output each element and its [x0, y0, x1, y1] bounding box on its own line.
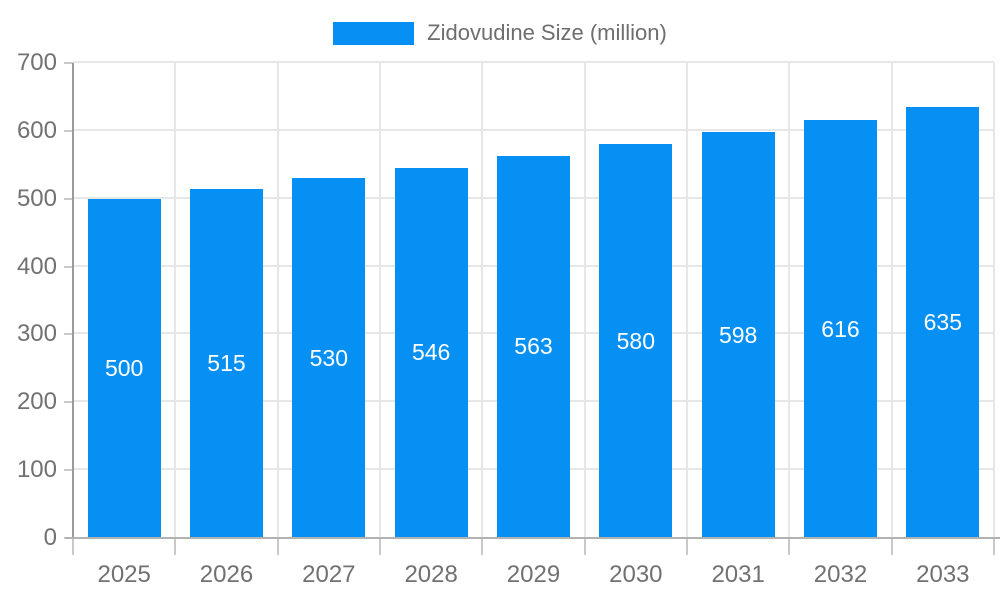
bar-value-label: 530 [309, 344, 348, 371]
legend-swatch-icon [333, 21, 415, 45]
bar-slot-2029: 563 [482, 63, 584, 538]
y-axis-tick-label: 100 [16, 456, 57, 484]
y-axis-tick [64, 333, 73, 336]
horizontal-gridline [73, 61, 994, 63]
bar-2026[interactable]: 515 [189, 188, 263, 538]
bar-2033[interactable]: 635 [906, 107, 980, 538]
x-axis-tick-label: 2031 [711, 561, 765, 588]
vertical-gridline [276, 63, 279, 538]
y-axis-tick [64, 401, 73, 404]
bar-value-label: 598 [718, 321, 758, 348]
x-axis-tick-label: 2032 [813, 561, 868, 588]
legend-item[interactable]: Zidovudine Size (million) [0, 20, 1000, 46]
y-axis-tick [64, 469, 73, 472]
bar-2030[interactable]: 580 [599, 144, 673, 538]
x-axis-tick [378, 539, 381, 555]
y-axis-line [72, 63, 74, 540]
x-axis-labels: 2025 2026 2027 2028 2029 2030 2031 2032 2033 [73, 561, 994, 591]
bar-slot-2026: 515 [175, 63, 277, 538]
y-axis-tick [64, 197, 73, 200]
bar-value-label: 563 [514, 333, 553, 360]
bar-2029[interactable]: 563 [496, 155, 570, 538]
plot-area: 500 515 530 546 563 580 598 616 635 [65, 61, 1000, 540]
bar-slot-2033: 635 [892, 63, 994, 538]
vertical-gridline [685, 63, 688, 538]
x-axis-tick-label: 2026 [199, 561, 254, 588]
y-axis-tick-label: 600 [16, 116, 57, 144]
y-axis-tick-label: 300 [16, 320, 57, 348]
x-axis-tick-label: 2028 [404, 561, 458, 588]
y-axis-tick-label: 200 [16, 388, 57, 416]
x-axis-tick-label: 2030 [609, 561, 663, 588]
bar-slot-2028: 546 [380, 63, 482, 538]
horizontal-gridline [73, 128, 994, 131]
x-axis-tick-label: 2027 [302, 561, 356, 588]
bar-slot-2032: 616 [789, 63, 891, 538]
legend-label: Zidovudine Size (million) [427, 20, 667, 45]
bar-value-label: 515 [207, 349, 246, 376]
x-axis-tick [72, 539, 74, 555]
bar-2032[interactable]: 616 [803, 120, 877, 538]
y-axis-tick-label: 0 [43, 524, 57, 551]
x-axis-tick-label: 2029 [506, 561, 561, 588]
y-axis-tick-label: 700 [16, 49, 57, 76]
bar-slot-2025: 500 [73, 63, 175, 538]
y-axis-tick [64, 62, 73, 64]
x-axis-tick [481, 539, 484, 555]
bar-2031[interactable]: 598 [701, 132, 775, 538]
x-axis-tick [583, 539, 586, 555]
bar-value-label: 546 [411, 339, 451, 366]
vertical-gridline [890, 63, 893, 538]
vertical-gridline [583, 63, 586, 538]
x-axis-tick [174, 539, 177, 555]
y-axis-labels: 0 100 200 300 400 500 600 700 [0, 49, 57, 551]
vertical-gridline [174, 63, 177, 538]
bar-2025[interactable]: 500 [87, 198, 161, 538]
x-axis-tick-label: 2025 [97, 561, 151, 588]
y-axis-tick [64, 265, 73, 268]
bar-2027[interactable]: 530 [292, 178, 366, 538]
x-axis-tick [890, 539, 893, 555]
y-axis-tick [64, 129, 73, 132]
vertical-gridline [993, 63, 995, 538]
vertical-gridline [378, 63, 381, 538]
vertical-gridline [788, 63, 791, 538]
x-axis-tick [788, 539, 791, 555]
x-axis-tick [276, 539, 279, 555]
y-axis-tick-label: 400 [16, 252, 57, 280]
x-axis-tick [685, 539, 688, 555]
bar-slot-2031: 598 [687, 63, 789, 538]
x-axis-tick-label: 2033 [916, 561, 970, 588]
x-axis-tick [993, 539, 995, 555]
x-axis-ticks [72, 539, 995, 555]
bar-slot-2027: 530 [278, 63, 380, 538]
bar-2028[interactable]: 546 [394, 167, 468, 538]
y-axis-tick-label: 500 [16, 184, 57, 212]
x-axis-line [65, 537, 1000, 539]
bar-value-label: 580 [616, 327, 655, 354]
bar-slot-2030: 580 [585, 63, 687, 538]
vertical-gridline [481, 63, 484, 538]
bar-value-label: 635 [923, 309, 962, 336]
bar-value-label: 500 [104, 354, 144, 381]
bar-value-label: 616 [821, 315, 860, 342]
